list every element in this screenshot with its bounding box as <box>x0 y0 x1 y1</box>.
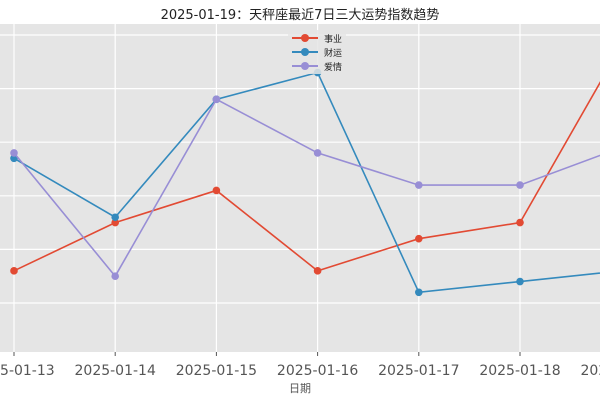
plot-area <box>0 24 600 352</box>
data-point <box>111 213 119 222</box>
chart-title: 2025-01-19：天秤座最近7日三大运势指数趋势 <box>160 8 440 23</box>
data-point <box>10 149 18 157</box>
x-tick-label: 2025-01-14 <box>75 363 156 379</box>
data-point <box>415 181 423 189</box>
data-point <box>212 186 221 195</box>
legend-marker-icon <box>292 33 318 43</box>
data-point <box>516 181 524 189</box>
data-point <box>415 288 423 297</box>
x-tick-label: 2025-01-19 <box>581 363 600 379</box>
x-axis-label: 日期 <box>289 382 311 395</box>
x-tick-label: 2025-01-18 <box>479 363 560 379</box>
data-point <box>516 277 524 286</box>
legend-item-wealth: 财运 <box>292 45 342 59</box>
x-tick-label: 2025-01-13 <box>0 363 55 379</box>
data-point <box>111 272 119 281</box>
data-point <box>212 95 221 104</box>
data-point <box>313 267 322 275</box>
chart-legend: 事业 财运 爱情 <box>288 30 347 74</box>
data-point <box>10 267 18 275</box>
x-tick-label: 2025-01-15 <box>176 363 257 379</box>
legend-item-career: 事业 <box>292 31 342 45</box>
x-tick-label: 2025-01-16 <box>277 363 358 379</box>
data-point <box>516 218 524 227</box>
legend-label: 财运 <box>324 48 343 59</box>
legend-marker-icon <box>292 61 318 71</box>
data-point <box>313 149 322 157</box>
legend-label: 爱情 <box>324 62 343 73</box>
data-point <box>415 234 423 243</box>
legend-marker-icon <box>292 47 318 57</box>
legend-label: 事业 <box>324 34 343 45</box>
x-tick-label: 2025-01-17 <box>378 363 459 379</box>
data-point <box>111 218 119 227</box>
legend-item-love: 爱情 <box>292 59 342 73</box>
